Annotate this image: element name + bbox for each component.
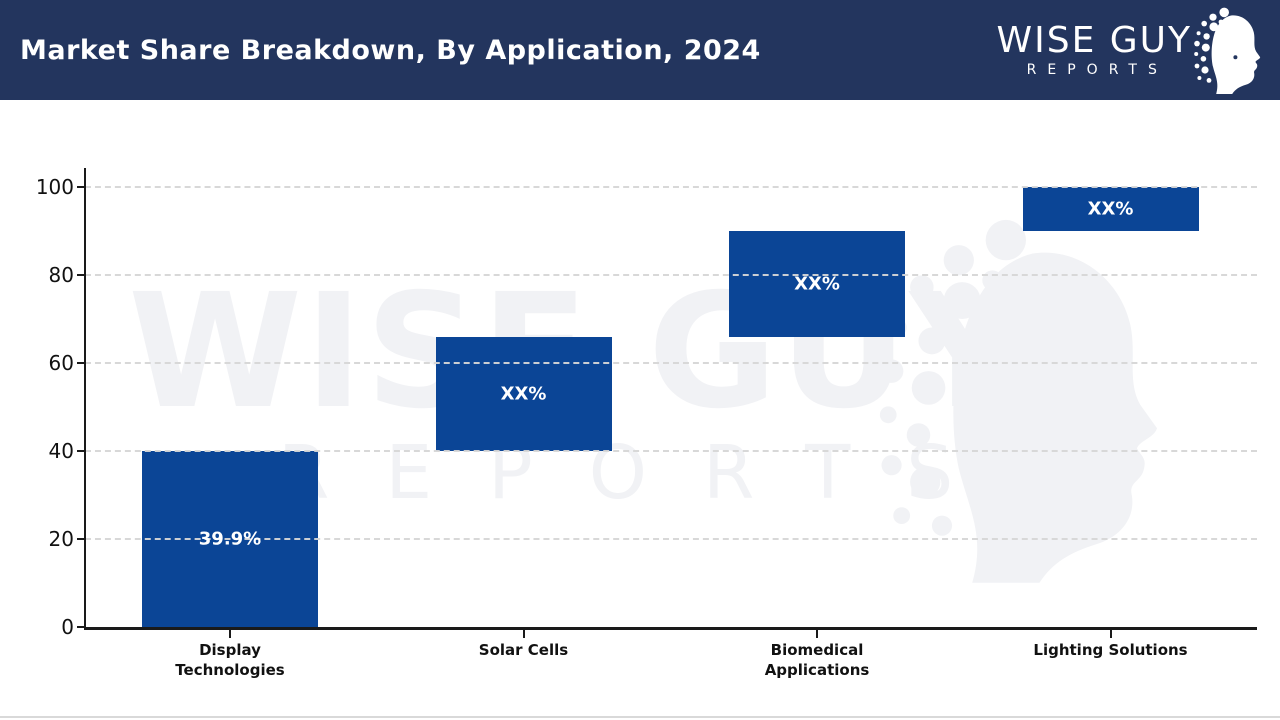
y-tick-label: 0 [61,615,74,639]
chart-area: WISE GUY REPORTS 0 20 40 60 80 100 39.9% Displa… [0,100,1280,718]
bar-value-label: 39.9% [198,528,262,550]
x-tick-mark [229,630,231,638]
wiseguy-logo-text: WISE GUY REPORTS [997,21,1193,79]
y-tick-label: 80 [48,263,74,287]
x-category-line: Lighting Solutions [1033,641,1188,659]
logo-subtitle: REPORTS [1026,62,1168,78]
bottom-border [0,716,1280,718]
bar-segment [1022,187,1199,231]
x-axis-line [84,627,1257,630]
x-category-label: Display Technologies [175,640,284,680]
bar-value-label: XX% [794,273,840,295]
wiseguy-logo: WISE GUY REPORTS [997,6,1273,94]
y-tick-mark [77,450,85,452]
wiseguy-face-icon [1194,7,1261,94]
x-category-line: Biomedical [770,641,864,659]
y-tick-label: 40 [48,439,74,463]
y-tick-mark [77,626,85,628]
y-tick-mark [77,274,85,276]
y-tick-label: 100 [35,175,74,199]
gridline-60 [85,362,1257,364]
x-category-line: Solar Cells [478,641,569,659]
gridline-80 [85,274,1257,276]
x-tick-mark [816,630,818,638]
bar-segment [435,336,612,451]
gridline-20 [85,538,1257,540]
y-tick-label: 20 [48,527,74,551]
header-bar: Market Share Breakdown, By Application, … [0,0,1280,100]
gridline-100 [85,186,1257,188]
y-tick-mark [77,186,85,188]
logo-wordmark: WISE GUY [996,20,1192,61]
bar-value-label: XX% [500,383,547,405]
x-category-label: Solar Cells [479,640,568,660]
x-tick-mark [522,630,525,638]
y-tick-label: 60 [48,351,74,375]
gridline-40 [85,450,1257,452]
x-category-label: Lighting Solutions [1033,640,1187,660]
bar-segment [729,231,905,337]
y-axis-line [84,168,86,629]
y-tick-mark [77,362,85,364]
x-category-line: Display [199,641,261,659]
bar-value-label: XX% [1087,198,1134,220]
watermark-face-icon [879,219,1158,583]
x-tick-mark [1109,630,1112,638]
y-tick-mark [77,538,85,540]
x-category-label: Biomedical Applications [765,640,870,680]
x-category-line: Applications [764,661,870,679]
chart-title: Market Share Breakdown, By Application, … [20,34,761,66]
x-category-line: Technologies [175,661,285,679]
watermark-subtitle: REPORTS [278,430,1010,516]
